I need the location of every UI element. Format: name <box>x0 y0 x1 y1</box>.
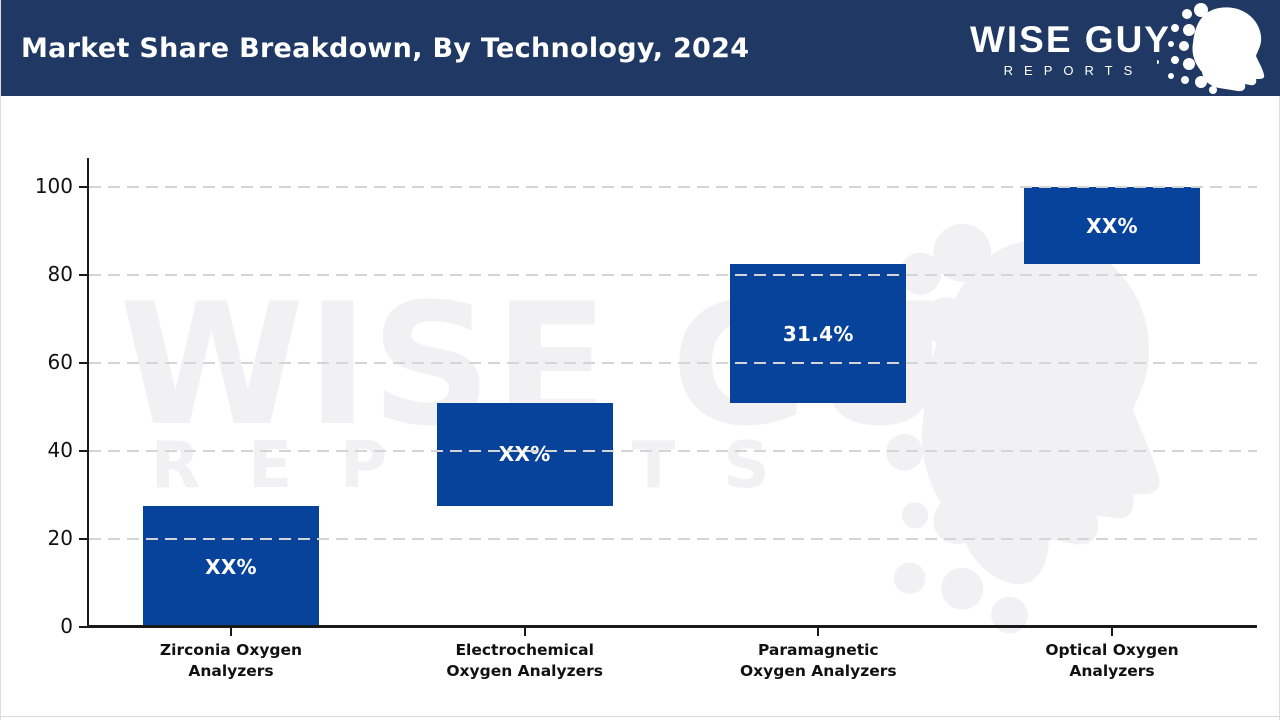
bar-2: XX% <box>436 402 613 506</box>
category-label-line: Zirconia Oxygen <box>159 641 303 659</box>
x-tick-4 <box>1111 628 1113 636</box>
logo-subtitle: REPORTS <box>1003 62 1144 78</box>
y-tick-label-20: 20 <box>47 526 73 550</box>
y-tick-40 <box>79 450 87 452</box>
y-tick-80 <box>79 274 87 276</box>
y-tick-0 <box>79 626 87 628</box>
y-tick-100 <box>79 186 87 188</box>
logo-wordmark: WISE GUY <box>969 18 1171 60</box>
chart-plot-area: WISE GUY REPORTS 020406080100XX%Zirconia… <box>1 96 1280 720</box>
y-tick-label-60: 60 <box>47 350 73 374</box>
wise-guy-reports-logo: WISE GUY REPORTS <box>970 2 1277 94</box>
y-tick-label-40: 40 <box>47 438 73 462</box>
x-tick-1 <box>230 628 232 636</box>
header-bar: Market Share Breakdown, By Technology, 2… <box>1 0 1280 96</box>
y-tick-20 <box>79 538 87 540</box>
chart-title: Market Share Breakdown, By Technology, 2… <box>21 32 750 64</box>
gridline-20 <box>89 538 1257 540</box>
bar-value-label-4: XX% <box>1086 213 1138 238</box>
category-label-line: Optical Oxygen <box>1045 641 1179 659</box>
y-tick-60 <box>79 362 87 364</box>
category-label-2: Electrochemical Oxygen Analyzers <box>405 640 645 682</box>
bar-value-label-1: XX% <box>205 554 257 579</box>
category-label-1: Zirconia Oxygen Analyzers <box>111 640 351 682</box>
category-label-line: Analyzers <box>1069 662 1155 680</box>
category-label-line: Analyzers <box>188 662 274 680</box>
y-tick-label-100: 100 <box>34 174 73 198</box>
y-tick-label-80: 80 <box>47 262 73 286</box>
bar-4: XX% <box>1024 187 1200 265</box>
gridline-60 <box>89 362 1257 364</box>
logo-face-icon <box>1157 3 1265 94</box>
bar-3: 31.4% <box>730 264 907 403</box>
category-label-line: Oxygen Analyzers <box>446 662 603 680</box>
gridline-40 <box>89 450 1257 452</box>
card-bottom-border <box>1 716 1280 717</box>
y-axis-spine <box>87 158 89 627</box>
bar-value-label-2: XX% <box>498 442 551 467</box>
bar-value-label-3: 31.4% <box>782 321 854 346</box>
bar-1: XX% <box>143 506 319 627</box>
category-label-line: Electrochemical <box>455 641 594 659</box>
x-tick-3 <box>817 628 820 636</box>
x-axis-spine <box>87 625 1257 628</box>
y-tick-label-0: 0 <box>60 614 73 638</box>
gridline-80 <box>89 274 1257 276</box>
gridline-100 <box>89 186 1257 188</box>
x-tick-2 <box>523 628 526 636</box>
category-label-4: Optical Oxygen Analyzers <box>992 640 1232 682</box>
watermark-face-icon <box>886 223 1160 634</box>
category-label-line: Paramagnetic <box>757 641 879 659</box>
category-label-line: Oxygen Analyzers <box>739 662 897 680</box>
category-label-3: Paramagnetic Oxygen Analyzers <box>698 640 938 682</box>
logo-text: WISE GUY REPORTS <box>970 19 1171 78</box>
